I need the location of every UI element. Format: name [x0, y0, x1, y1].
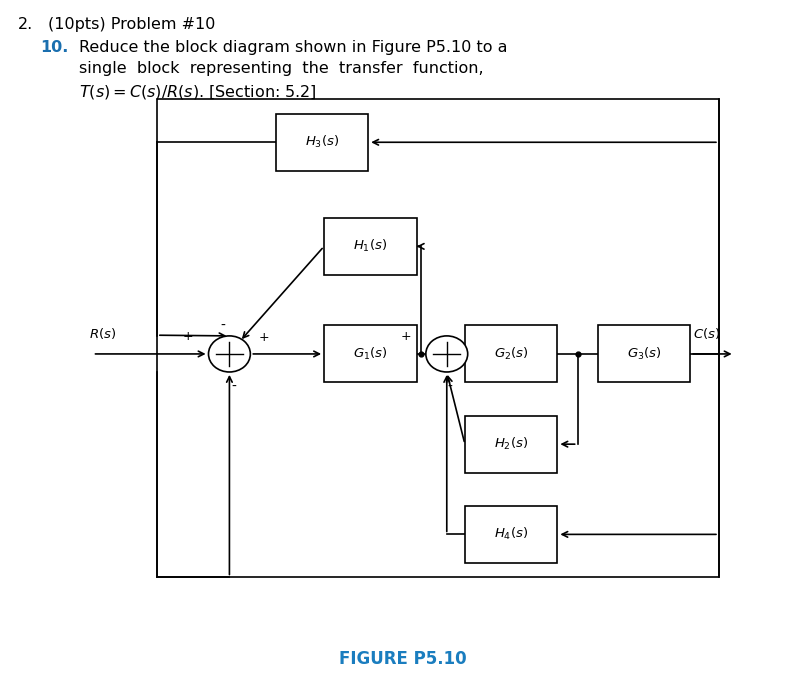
- Text: $H_1(s)$: $H_1(s)$: [353, 238, 387, 255]
- Bar: [597, 325, 691, 382]
- Text: +: +: [183, 330, 194, 343]
- Text: (10pts) Problem #10: (10pts) Problem #10: [48, 17, 216, 33]
- Text: Reduce the block diagram shown in Figure P5.10 to a: Reduce the block diagram shown in Figure…: [79, 40, 507, 55]
- Text: $T(s) = C(s)/R(s)$. [Section: 5.2]: $T(s) = C(s)/R(s)$. [Section: 5.2]: [79, 83, 316, 101]
- Text: 10.: 10.: [40, 40, 68, 55]
- Text: $C(s)$: $C(s)$: [692, 326, 720, 341]
- Text: $R(s)$: $R(s)$: [89, 326, 116, 341]
- Text: $G_3(s)$: $G_3(s)$: [627, 346, 661, 362]
- Text: +: +: [258, 330, 269, 344]
- Bar: [275, 114, 368, 171]
- Bar: [465, 506, 557, 563]
- Text: FIGURE P5.10: FIGURE P5.10: [339, 650, 466, 668]
- Text: -: -: [221, 319, 225, 332]
- Text: 2.: 2.: [18, 17, 33, 33]
- Bar: [324, 325, 417, 382]
- Bar: [465, 325, 557, 382]
- Circle shape: [426, 336, 468, 372]
- Bar: [465, 416, 557, 473]
- Text: -: -: [448, 380, 452, 394]
- Text: +: +: [400, 330, 411, 343]
- Text: $G_2(s)$: $G_2(s)$: [494, 346, 528, 362]
- Text: $H_2(s)$: $H_2(s)$: [494, 436, 528, 452]
- Bar: [324, 218, 417, 275]
- Text: single  block  representing  the  transfer  function,: single block representing the transfer f…: [79, 61, 484, 76]
- Circle shape: [208, 336, 250, 372]
- Text: -: -: [231, 380, 236, 394]
- Text: $H_3(s)$: $H_3(s)$: [305, 134, 339, 151]
- Text: $G_1(s)$: $G_1(s)$: [353, 346, 387, 362]
- Text: $H_4(s)$: $H_4(s)$: [494, 526, 528, 543]
- Bar: [157, 99, 719, 577]
